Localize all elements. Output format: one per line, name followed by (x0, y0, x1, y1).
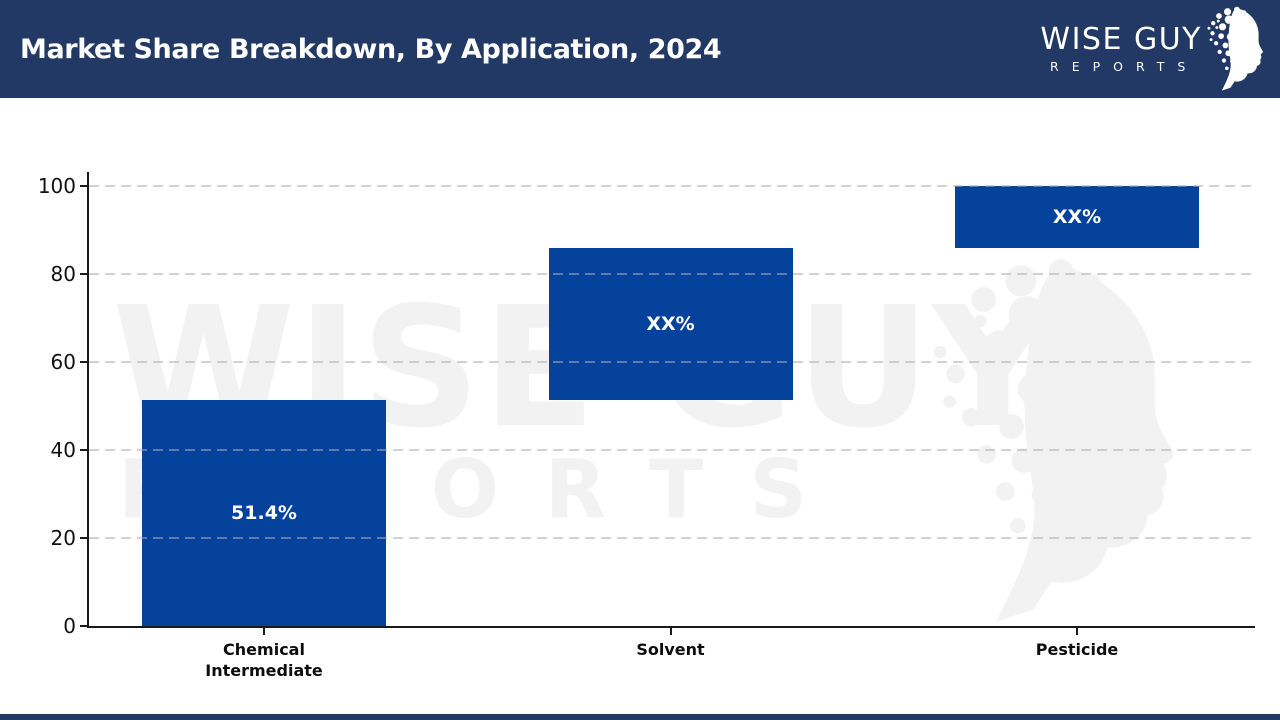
y-tick-40 (80, 449, 87, 451)
bar-value-label-chemical-intermediate: 51.4% (231, 501, 297, 524)
header-bar: Market Share Breakdown, By Application, … (0, 0, 1280, 98)
watermark-head-icon (934, 259, 1174, 622)
logo-head-icon (1207, 6, 1263, 91)
logo-subtext: REPORTS (1050, 59, 1199, 74)
y-tick-label-40: 40 (50, 438, 76, 462)
footer-bar (0, 714, 1280, 720)
y-tick-label-0: 0 (63, 614, 76, 638)
x-tick-pesticide (1076, 628, 1078, 635)
gridline-100 (89, 185, 1253, 187)
x-axis-spine (87, 626, 1255, 628)
bar-pesticide (955, 186, 1199, 249)
logo-text: WISE GUY REPORTS (1040, 22, 1202, 75)
x-tick-solvent (669, 628, 672, 635)
y-tick-0 (80, 625, 87, 627)
gridline-80 (89, 273, 1253, 275)
x-tick-label-pesticide: Pesticide (1035, 640, 1119, 659)
page-title: Market Share Breakdown, By Application, … (20, 33, 722, 65)
bar-chemical-intermediate (142, 399, 386, 626)
logo-wordmark: WISE GUY (1040, 22, 1202, 57)
y-tick-label-20: 20 (50, 526, 76, 550)
wiseguy-logo: WISE GUY REPORTS (1040, 6, 1270, 92)
x-tick-label-chemical-intermediate: Chemical Intermediate (205, 640, 323, 680)
y-tick-60 (80, 361, 87, 363)
y-tick-100 (80, 185, 87, 187)
bar-value-label-pesticide: XX% (1052, 206, 1102, 229)
y-axis-spine (87, 172, 89, 628)
gridline-40 (89, 449, 1253, 451)
y-tick-label-100: 100 (37, 174, 76, 198)
y-tick-label-60: 60 (50, 350, 76, 374)
bar-value-label-solvent: XX% (646, 312, 695, 335)
x-tick-label-solvent: Solvent (636, 640, 705, 659)
gridline-60 (89, 361, 1253, 363)
y-tick-20 (80, 537, 87, 539)
y-tick-label-80: 80 (50, 262, 76, 286)
y-tick-80 (80, 273, 87, 275)
x-tick-chemical-intermediate (263, 628, 265, 635)
gridline-20 (89, 537, 1253, 539)
